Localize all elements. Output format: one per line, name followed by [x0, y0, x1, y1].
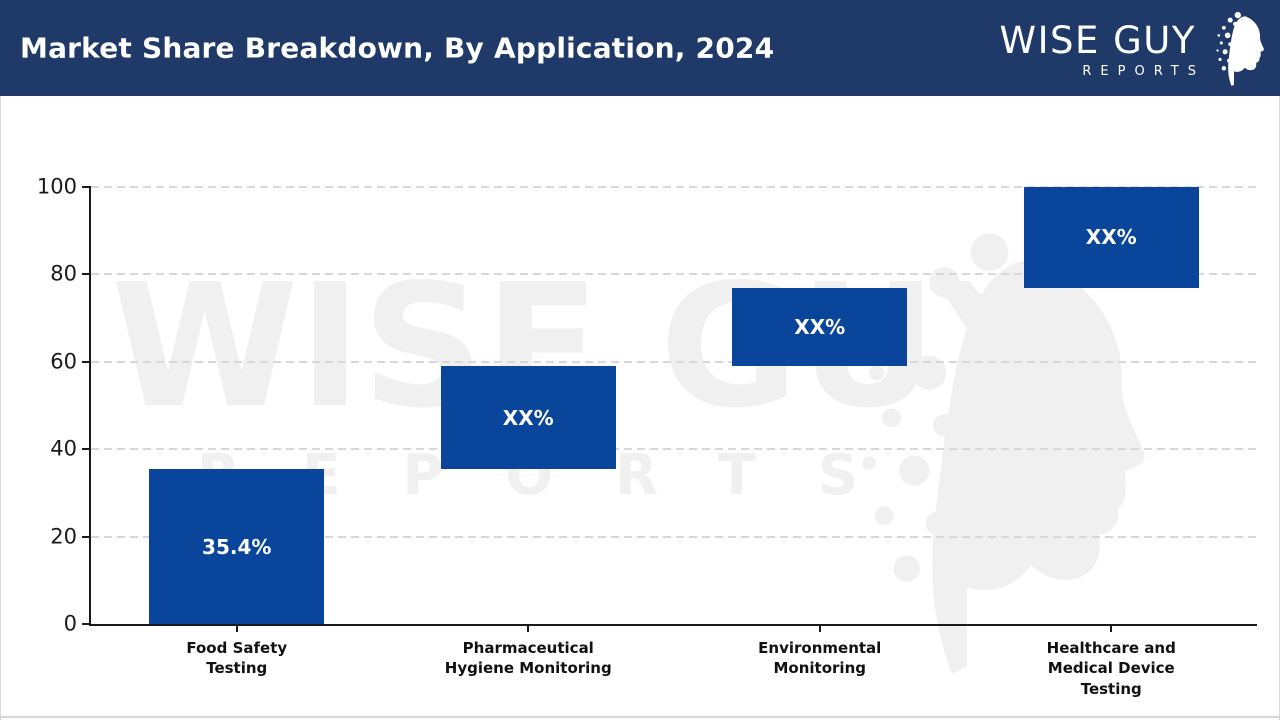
gridline-100: [91, 186, 1257, 188]
logo-sub-text: REPORTS: [1082, 63, 1205, 79]
wiseguy-logo: WISE GUY REPORTS: [1000, 8, 1268, 90]
bar-value-label: XX%: [794, 314, 846, 339]
ytick-mark-80: [82, 273, 91, 276]
ytick-mark-40: [82, 448, 91, 451]
wiseguy-face-icon: [1202, 10, 1266, 86]
xtick-mark-healthcare-and-medical-device-testing: [1110, 624, 1113, 632]
logo-text: WISE GUY REPORTS: [999, 19, 1196, 79]
header-bar: Market Share Breakdown, By Application, …: [0, 0, 1280, 96]
ytick-mark-20: [82, 535, 91, 538]
ytick-label-40: 40: [50, 436, 77, 461]
category-label-food-safety-testing: Food Safety Testing: [186, 639, 288, 678]
page-title: Market Share Breakdown, By Application, …: [20, 31, 775, 65]
ytick-mark-0: [82, 623, 91, 625]
ytick-mark-100: [82, 186, 91, 188]
ytick-label-80: 80: [50, 261, 77, 286]
category-label-pharmaceutical-hygiene-monitoring: Pharmaceutical Hygiene Monitoring: [444, 639, 612, 678]
bar-food-safety-testing: 35.4%: [149, 469, 325, 624]
gridline-80: [91, 273, 1257, 276]
gridline-40: [91, 448, 1257, 451]
ytick-label-100: 100: [36, 174, 77, 199]
chart-area: WISE GUY REPORTS 0 20 40 60 80 100 35.4% Food S…: [0, 96, 1280, 720]
ytick-mark-60: [82, 360, 91, 363]
gridline-60: [91, 360, 1257, 363]
ytick-label-60: 60: [50, 349, 77, 374]
bottom-divider: [0, 716, 1280, 718]
bar-pharmaceutical-hygiene-monitoring: XX%: [440, 366, 616, 470]
xtick-mark-food-safety-testing: [235, 624, 238, 632]
bar-healthcare-and-medical-device-testing: XX%: [1023, 187, 1199, 288]
bar-environmental-monitoring: XX%: [732, 287, 908, 367]
category-label-environmental-monitoring: Environmental Monitoring: [758, 639, 882, 678]
gridline-20: [91, 535, 1257, 538]
xtick-mark-environmental-monitoring: [818, 624, 821, 632]
ytick-label-20: 20: [50, 524, 77, 549]
xtick-mark-pharmaceutical-hygiene-monitoring: [527, 624, 530, 632]
logo-name-text: WISE GUY: [999, 19, 1196, 62]
bar-value-label: XX%: [1085, 225, 1137, 250]
bar-value-label: XX%: [502, 405, 554, 430]
ytick-label-0: 0: [63, 611, 77, 636]
bar-value-label: 35.4%: [202, 534, 272, 559]
category-label-healthcare-and-medical-device-testing: Healthcare and Medical Device Testing: [1046, 639, 1176, 698]
plot-area: 0 20 40 60 80 100 35.4% Food Safety Testing XX% P…: [37, 176, 1257, 698]
